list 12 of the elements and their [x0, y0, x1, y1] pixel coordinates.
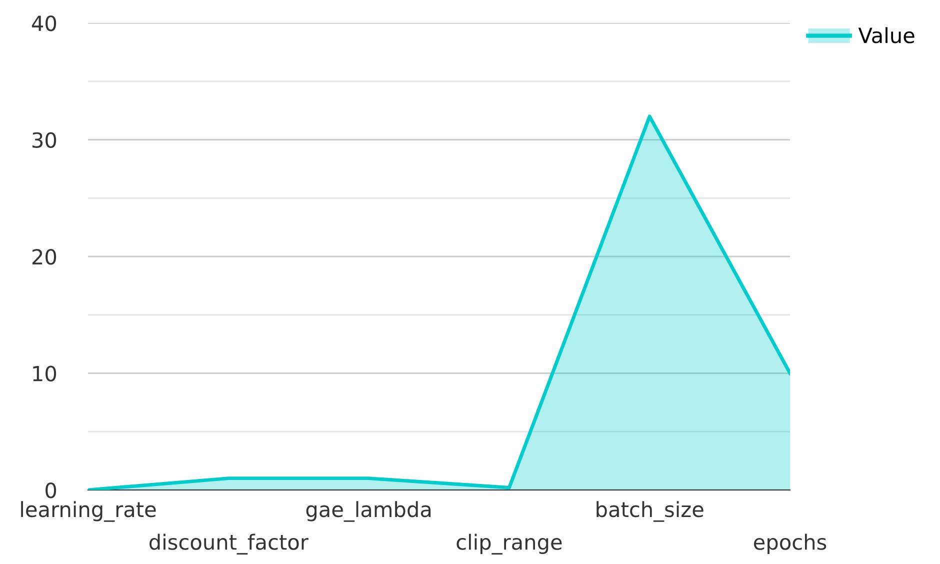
x-tick-label: discount_factor — [150, 534, 308, 555]
x-tick-label: epochs — [754, 534, 826, 554]
y-tick-label: 20 — [32, 248, 56, 265]
x-tick-label: batch_size — [596, 501, 704, 522]
x-tick-label: gae_lambda — [306, 501, 431, 522]
x-tick-label: clip_range — [456, 534, 562, 555]
y-tick-label: 30 — [32, 132, 56, 148]
y-tick-label: 10 — [33, 366, 56, 382]
y-tick-label: 0 — [46, 482, 56, 498]
legend-label: Value — [858, 27, 914, 44]
x-tick-label: learning_rate — [21, 501, 156, 522]
y-tick-label: 40 — [32, 15, 56, 32]
